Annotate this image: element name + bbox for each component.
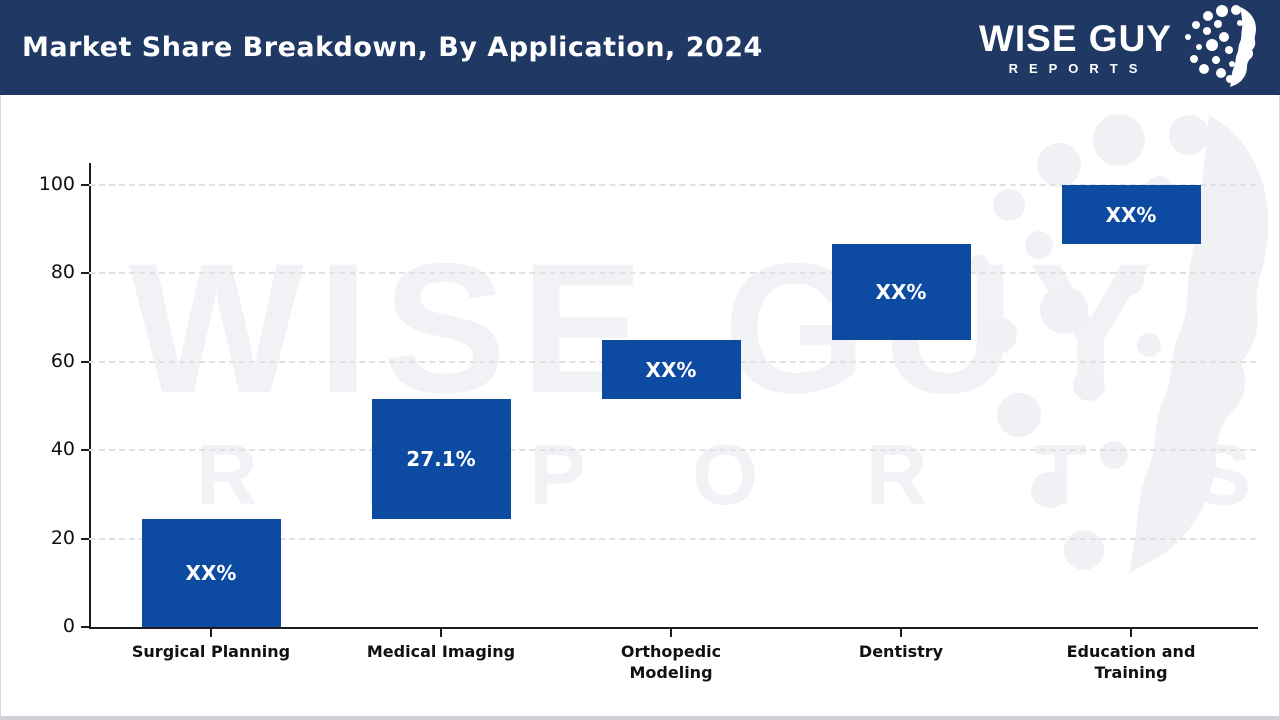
y-axis-tick xyxy=(81,626,89,628)
x-axis-tick xyxy=(210,629,212,637)
x-category-label-line: Training xyxy=(1094,663,1168,682)
brand-subname: REPORTS xyxy=(1008,61,1149,76)
x-category-label-line: Dentistry xyxy=(858,642,944,661)
bar-5: XX% xyxy=(1061,185,1201,245)
chart-panel: WISE GUY R E P O R T S 0 20 40 60 80 100 XX% Su… xyxy=(0,95,1280,720)
y-axis-tick xyxy=(81,360,89,363)
y-axis-tick xyxy=(81,272,89,275)
grid-line xyxy=(89,537,1256,540)
x-category-label: Surgical Planning xyxy=(116,641,306,662)
x-category-label: Dentistry xyxy=(806,641,996,662)
y-tick-label: 0 xyxy=(62,615,75,637)
page-title: Market Share Breakdown, By Application, … xyxy=(22,32,763,63)
x-category-label-line: Medical Imaging xyxy=(366,642,516,661)
x-category-label: Medical Imaging xyxy=(346,641,536,662)
y-axis-tick xyxy=(81,537,89,540)
y-tick-label: 20 xyxy=(50,526,75,549)
brand-name: WISE GUY xyxy=(978,18,1172,59)
x-axis-tick xyxy=(1130,629,1132,637)
dotted-head-icon xyxy=(1174,3,1258,93)
y-tick-label: 80 xyxy=(50,261,75,284)
x-axis-tick xyxy=(900,629,902,637)
x-category-label: Orthopedic Modeling xyxy=(576,641,766,683)
grid-line xyxy=(89,449,1256,452)
bar-value-label: XX% xyxy=(875,280,927,305)
bar-1: XX% xyxy=(141,518,281,627)
header-bar: Market Share Breakdown, By Application, … xyxy=(0,0,1280,95)
x-category-label: Education and Training xyxy=(1036,641,1226,683)
bar-2: 27.1% xyxy=(371,398,511,519)
brand-logo-text: WISE GUY REPORTS xyxy=(979,20,1172,75)
grid-line xyxy=(89,272,1256,275)
y-tick-label: 100 xyxy=(38,173,75,195)
bar-value-label: XX% xyxy=(1105,202,1157,227)
bar-value-label: 27.1% xyxy=(406,446,476,471)
x-category-label-line: Education and xyxy=(1066,642,1196,661)
bar-value-label: XX% xyxy=(185,560,237,585)
bar-4: XX% xyxy=(831,244,971,341)
y-tick-label: 60 xyxy=(50,349,75,372)
y-axis-tick xyxy=(81,449,89,452)
plot-area xyxy=(89,163,1258,629)
y-axis-tick xyxy=(81,184,89,186)
x-axis-tick xyxy=(440,629,442,637)
bar-3: XX% xyxy=(601,340,741,399)
y-tick-label: 40 xyxy=(50,438,75,461)
x-category-label-line: Surgical Planning xyxy=(131,642,291,661)
bar-value-label: XX% xyxy=(645,357,697,382)
x-category-label-line: Orthopedic xyxy=(620,642,722,661)
x-category-label-line: Modeling xyxy=(629,663,713,682)
grid-line xyxy=(89,184,1256,186)
x-axis-tick xyxy=(670,629,672,637)
brand-logo: WISE GUY REPORTS xyxy=(979,3,1258,93)
